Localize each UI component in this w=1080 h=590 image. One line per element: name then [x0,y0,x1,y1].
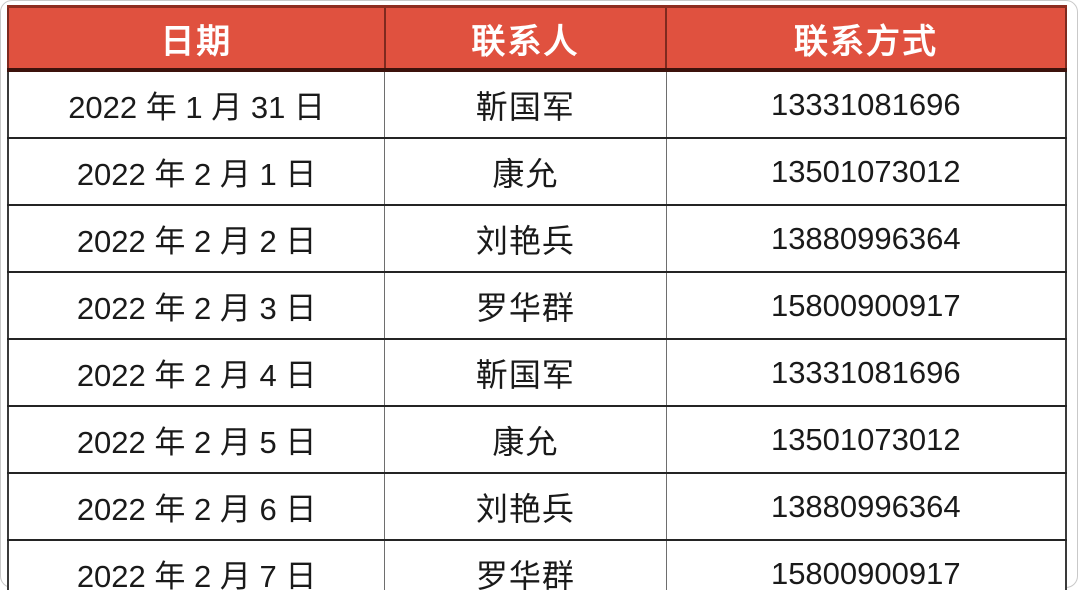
date-cell: 2022 年 2 月 5 日 [7,405,386,474]
contact-cell: 康允 [384,137,667,206]
table-body: 2022 年 1 月 31 日 靳国军 13331081696 2022 年 2… [7,69,1067,590]
contact-cell: 罗华群 [384,271,667,340]
contact-schedule-table: 日期 联系人 联系方式 2022 年 1 月 31 日 靳国军 13331081… [7,5,1067,590]
phone-cell: 13501073012 [665,137,1067,206]
table-row: 2022 年 2 月 6 日 刘艳兵 13880996364 [7,472,1067,541]
contact-cell: 刘艳兵 [384,472,667,541]
date-cell: 2022 年 2 月 2 日 [7,204,386,273]
phone-cell: 15800900917 [665,271,1067,340]
contact-cell: 刘艳兵 [384,204,667,273]
date-cell: 2022 年 2 月 4 日 [7,338,386,407]
date-cell: 2022 年 2 月 1 日 [7,137,386,206]
table-row: 2022 年 2 月 5 日 康允 13501073012 [7,405,1067,474]
date-cell: 2022 年 2 月 3 日 [7,271,386,340]
table-row: 2022 年 2 月 7 日 罗华群 15800900917 [7,539,1067,590]
header-row: 日期 联系人 联系方式 [7,5,1067,72]
phone-cell: 13331081696 [665,69,1067,139]
contact-cell: 靳国军 [384,69,667,139]
contact-cell: 罗华群 [384,539,667,590]
column-header-phone: 联系方式 [665,5,1067,72]
contact-cell: 康允 [384,405,667,474]
phone-cell: 13880996364 [665,472,1067,541]
date-cell: 2022 年 2 月 6 日 [7,472,386,541]
table-row: 2022 年 2 月 4 日 靳国军 13331081696 [7,338,1067,407]
table-row: 2022 年 1 月 31 日 靳国军 13331081696 [7,69,1067,139]
phone-cell: 13331081696 [665,338,1067,407]
table-row: 2022 年 2 月 1 日 康允 13501073012 [7,137,1067,206]
date-cell: 2022 年 2 月 7 日 [7,539,386,590]
table-header: 日期 联系人 联系方式 [7,5,1067,72]
table-row: 2022 年 2 月 3 日 罗华群 15800900917 [7,271,1067,340]
phone-cell: 15800900917 [665,539,1067,590]
phone-cell: 13880996364 [665,204,1067,273]
phone-cell: 13501073012 [665,405,1067,474]
column-header-date: 日期 [7,5,386,72]
contact-cell: 靳国军 [384,338,667,407]
contact-schedule-table-container: 日期 联系人 联系方式 2022 年 1 月 31 日 靳国军 13331081… [7,5,1067,590]
column-header-contact: 联系人 [383,5,668,72]
table-row: 2022 年 2 月 2 日 刘艳兵 13880996364 [7,204,1067,273]
date-cell: 2022 年 1 月 31 日 [7,69,386,139]
